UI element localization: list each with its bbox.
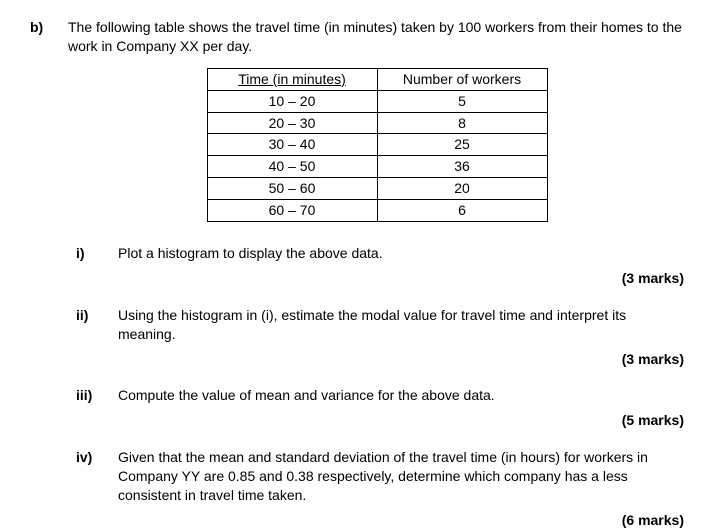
subpart-label: i)	[76, 244, 100, 263]
table-cell-time: 10 – 20	[207, 90, 377, 112]
table-cell-workers: 20	[377, 178, 547, 200]
table-row: 60 – 70 6	[207, 200, 547, 222]
data-table: Time (in minutes) Number of workers 10 –…	[207, 68, 548, 222]
subpart-text: Plot a histogram to display the above da…	[118, 244, 686, 263]
table-cell-workers: 5	[377, 90, 547, 112]
question-block: b) The following table shows the travel …	[30, 18, 686, 530]
subparts-list: i) Plot a histogram to display the above…	[68, 244, 686, 530]
subpart-text: Using the histogram in (i), estimate the…	[118, 306, 686, 344]
table-row: 30 – 40 25	[207, 134, 547, 156]
subpart-i: i) Plot a histogram to display the above…	[76, 244, 686, 263]
data-table-wrap: Time (in minutes) Number of workers 10 –…	[68, 68, 686, 222]
table-row: 20 – 30 8	[207, 112, 547, 134]
question-content: The following table shows the travel tim…	[68, 18, 686, 530]
subpart-ii: ii) Using the histogram in (i), estimate…	[76, 306, 686, 344]
table-cell-time: 40 – 50	[207, 156, 377, 178]
subpart-marks: (3 marks)	[76, 269, 686, 288]
table-row: 10 – 20 5	[207, 90, 547, 112]
table-header-time: Time (in minutes)	[207, 68, 377, 90]
table-cell-workers: 6	[377, 200, 547, 222]
table-row: 50 – 60 20	[207, 178, 547, 200]
table-cell-time: 50 – 60	[207, 178, 377, 200]
subpart-label: iv)	[76, 448, 100, 505]
table-cell-workers: 36	[377, 156, 547, 178]
subpart-iv: iv) Given that the mean and standard dev…	[76, 448, 686, 505]
subpart-marks: (6 marks)	[76, 511, 686, 530]
subpart-iii: iii) Compute the value of mean and varia…	[76, 386, 686, 405]
table-header-workers: Number of workers	[377, 68, 547, 90]
subpart-text: Given that the mean and standard deviati…	[118, 448, 686, 505]
question-intro: The following table shows the travel tim…	[68, 18, 686, 56]
table-cell-workers: 8	[377, 112, 547, 134]
table-cell-time: 30 – 40	[207, 134, 377, 156]
subpart-text: Compute the value of mean and variance f…	[118, 386, 686, 405]
subpart-label: ii)	[76, 306, 100, 344]
subpart-marks: (5 marks)	[76, 411, 686, 430]
table-cell-time: 60 – 70	[207, 200, 377, 222]
table-row: 40 – 50 36	[207, 156, 547, 178]
subpart-marks: (3 marks)	[76, 350, 686, 369]
table-cell-time: 20 – 30	[207, 112, 377, 134]
question-label: b)	[30, 18, 50, 530]
table-header-row: Time (in minutes) Number of workers	[207, 68, 547, 90]
subpart-label: iii)	[76, 386, 100, 405]
table-cell-workers: 25	[377, 134, 547, 156]
